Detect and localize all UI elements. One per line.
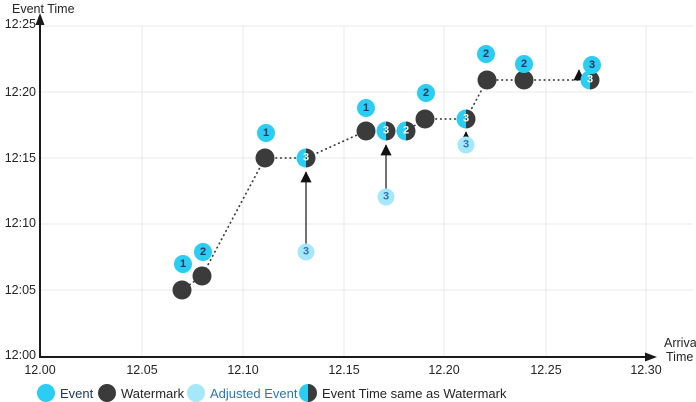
x-tick: 12.15 xyxy=(328,363,360,377)
half-event-watermark-dot-icon xyxy=(299,384,317,402)
marker-same: 2 xyxy=(396,121,416,141)
y-tick: 12:00 xyxy=(4,348,36,362)
legend-item-event: Event xyxy=(37,384,93,402)
gridlines xyxy=(41,25,693,357)
legend-label: Event xyxy=(60,385,94,401)
y-tick: 12:15 xyxy=(4,151,36,165)
marker-event: 2 xyxy=(515,55,533,73)
marker-adjusted: 3 xyxy=(297,243,315,261)
marker-same: 3 xyxy=(376,121,396,141)
legend-label: Adjusted Event xyxy=(210,385,298,401)
marker-watermark xyxy=(356,121,376,141)
x-tick: 12.10 xyxy=(227,363,259,377)
legend-item-same-as-watermark: Event Time same as Watermark xyxy=(299,384,506,402)
y-tick: 12:20 xyxy=(4,85,36,99)
x-tick: 12.05 xyxy=(126,363,158,377)
marker-event: 1 xyxy=(257,124,275,142)
event-dot-icon xyxy=(37,384,55,402)
marker-adjusted: 3 xyxy=(457,136,475,154)
x-axis-title-line1: Arrival xyxy=(664,336,696,350)
y-axis-arrowhead xyxy=(35,13,45,25)
marker-watermark xyxy=(514,70,534,90)
watermark-dot-icon xyxy=(98,384,116,402)
marker-watermark xyxy=(255,148,275,168)
marker-event: 2 xyxy=(477,45,495,63)
legend-item-watermark: Watermark xyxy=(98,384,184,402)
legend-item-adjusted-event: Adjusted Event xyxy=(187,384,297,402)
marker-adjusted: 3 xyxy=(377,188,395,206)
marker-same: 3 xyxy=(580,70,600,90)
marker-watermark xyxy=(172,280,192,300)
marker-event: 2 xyxy=(194,243,212,261)
marker-same: 3 xyxy=(296,148,316,168)
x-tick: 12.30 xyxy=(630,363,662,377)
marker-same: 3 xyxy=(456,109,476,129)
x-axis-arrowhead xyxy=(645,352,657,362)
y-tick: 12:25 xyxy=(4,17,36,31)
marker-event: 1 xyxy=(174,255,192,273)
watermark-dotted-line xyxy=(181,79,585,291)
y-axis-title: Event Time xyxy=(12,2,75,16)
marker-watermark xyxy=(415,109,435,129)
marker-watermark xyxy=(477,70,497,90)
x-tick: 12.25 xyxy=(530,363,562,377)
y-axis xyxy=(35,13,45,358)
marker-event: 3 xyxy=(583,56,601,74)
x-tick: 12.20 xyxy=(428,363,460,377)
adjusted-event-dot-icon xyxy=(187,384,205,402)
y-tick: 12:05 xyxy=(4,283,36,297)
marker-event: 1 xyxy=(357,99,375,117)
x-axis-title-line2: Time xyxy=(666,350,694,364)
y-tick: 12:10 xyxy=(4,216,36,230)
legend-label: Watermark xyxy=(121,385,185,401)
x-axis xyxy=(39,352,657,362)
legend-label: Event Time same as Watermark xyxy=(322,385,507,401)
marker-watermark xyxy=(192,266,212,286)
legend: Event Watermark Adjusted Event Event Tim… xyxy=(0,384,696,402)
x-tick: 12.00 xyxy=(24,363,56,377)
marker-event: 2 xyxy=(417,84,435,102)
